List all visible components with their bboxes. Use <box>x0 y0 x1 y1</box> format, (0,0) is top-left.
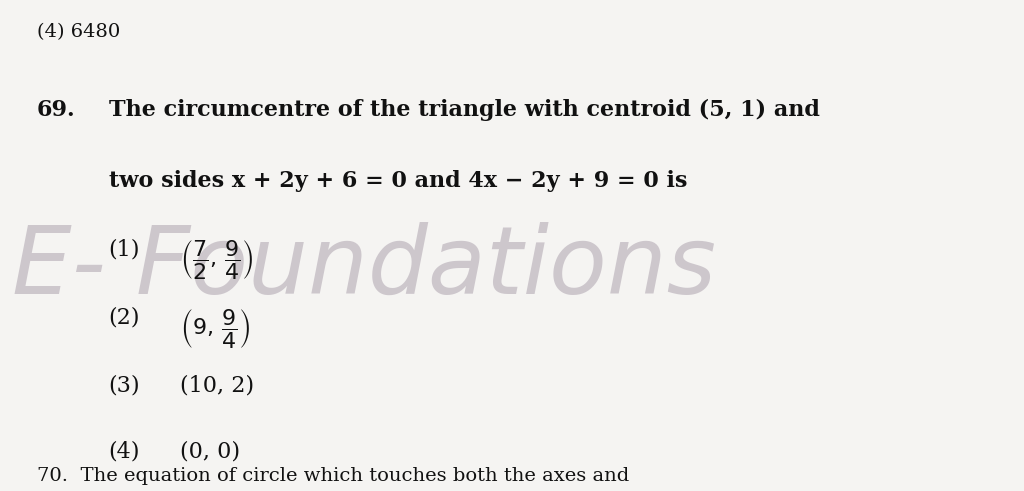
Text: (10, 2): (10, 2) <box>180 375 254 397</box>
Text: $\left(\dfrac{7}{2},\, \dfrac{9}{4}\right)$: $\left(\dfrac{7}{2},\, \dfrac{9}{4}\righ… <box>180 238 253 281</box>
Text: two sides x + 2y + 6 = 0 and 4x − 2y + 9 = 0 is: two sides x + 2y + 6 = 0 and 4x − 2y + 9… <box>109 170 687 192</box>
Text: (1): (1) <box>109 238 140 260</box>
Text: (4) 6480: (4) 6480 <box>37 24 121 41</box>
Text: (4): (4) <box>109 441 140 463</box>
Text: $\left(9,\, \dfrac{9}{4}\right)$: $\left(9,\, \dfrac{9}{4}\right)$ <box>180 306 250 350</box>
Text: The circumcentre of the triangle with centroid (5, 1) and: The circumcentre of the triangle with ce… <box>109 99 819 121</box>
Text: 69.: 69. <box>37 99 76 121</box>
Text: E- Foundations: E- Foundations <box>11 222 716 313</box>
Text: (3): (3) <box>109 375 140 397</box>
Text: 70.  The equation of circle which touches both the axes and: 70. The equation of circle which touches… <box>37 467 630 485</box>
Text: (2): (2) <box>109 306 140 328</box>
Text: (0, 0): (0, 0) <box>180 441 240 463</box>
